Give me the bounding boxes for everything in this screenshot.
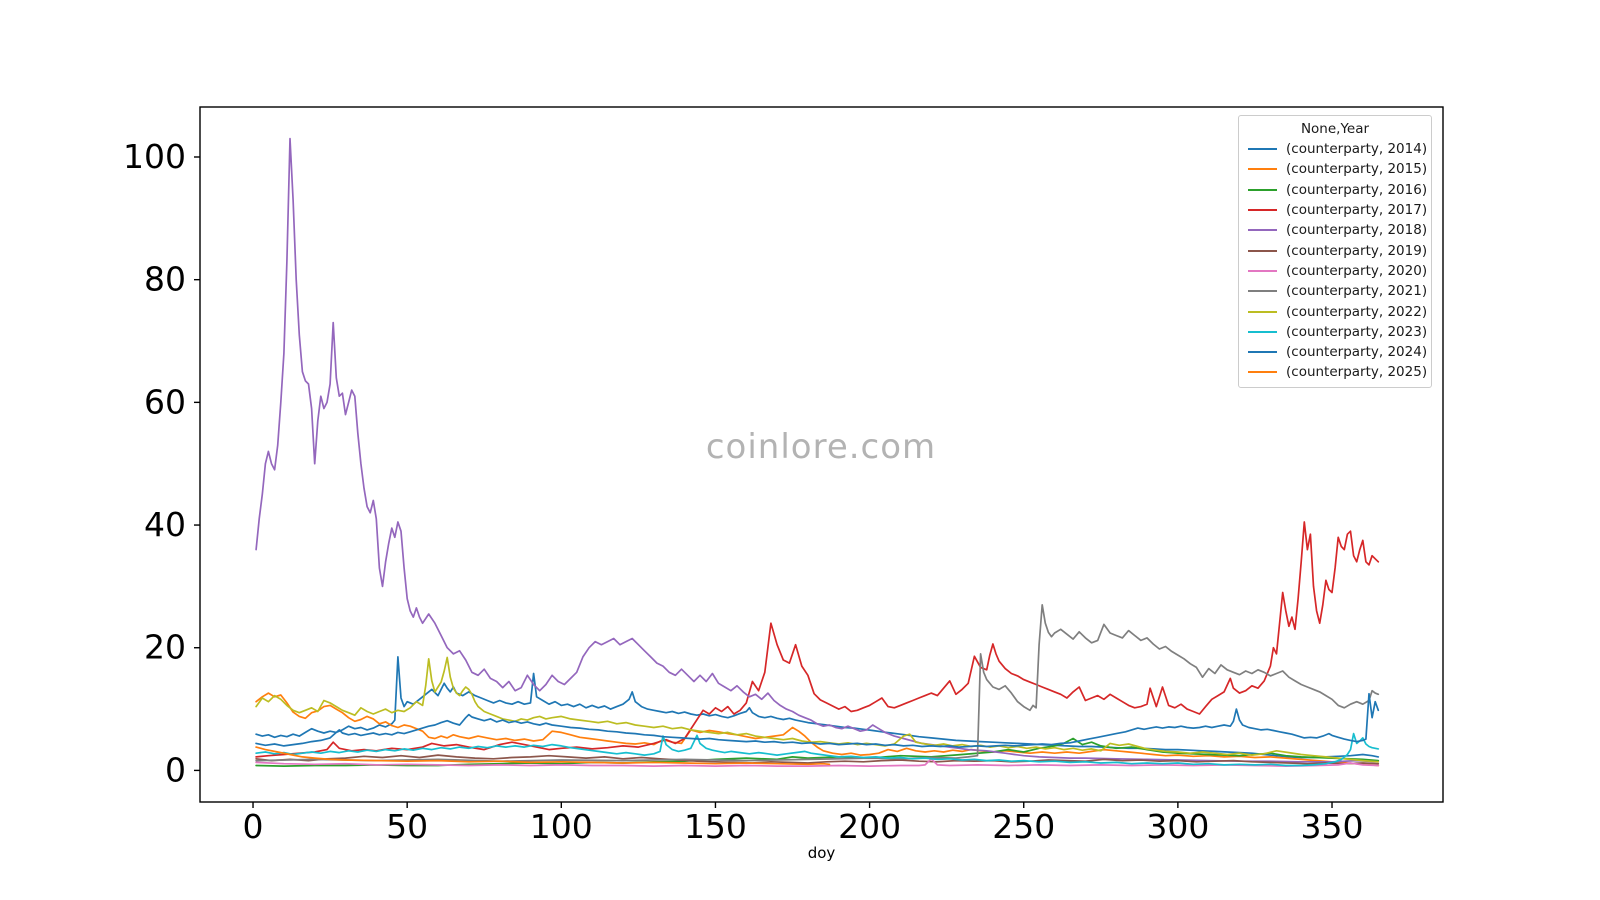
series-line-2024 [255, 692, 1380, 748]
x-axis-tick-label: 250 [992, 807, 1055, 846]
y-axis-tick-label: 40 [144, 505, 186, 544]
legend-entries: (counterparty, 2014) (counterparty, 2015)… [1239, 139, 1431, 383]
legend-entry: (counterparty, 2021) [1239, 281, 1431, 301]
legend-entry: (counterparty, 2014) [1239, 139, 1431, 159]
x-axis-tick-label: 100 [530, 807, 593, 846]
x-axis-tick-label: 150 [684, 807, 747, 846]
series-line-2018 [255, 137, 1380, 763]
legend-line-sample [1248, 168, 1277, 171]
x-axis-tick-label: 200 [838, 807, 901, 846]
x-axis-tick-label: 50 [386, 807, 428, 846]
plot-border [199, 106, 1444, 803]
legend-entry-label: (counterparty, 2019) [1286, 242, 1428, 259]
legend-entry: (counterparty, 2020) [1239, 261, 1431, 281]
legend-entry-label: (counterparty, 2020) [1286, 262, 1428, 279]
series-line-2021 [255, 603, 1380, 763]
legend-entry: (counterparty, 2023) [1239, 322, 1431, 342]
legend-line-sample [1248, 188, 1277, 191]
legend-line-sample [1248, 269, 1277, 272]
legend-entry: (counterparty, 2019) [1239, 240, 1431, 260]
watermark: coinlore.com [705, 427, 937, 467]
series-line-2019 [255, 754, 1380, 765]
x-axis-tick-label: 300 [1146, 807, 1209, 846]
legend-entry-label: (counterparty, 2024) [1286, 344, 1428, 361]
legend-entry-label: (counterparty, 2016) [1286, 181, 1428, 198]
x-axis-tick-label: 0 [243, 807, 264, 846]
legend-line-sample [1248, 209, 1277, 212]
legend-entry-label: (counterparty, 2015) [1286, 161, 1428, 178]
series-line-2014 [255, 656, 1380, 759]
y-axis-tick-label: 60 [144, 382, 186, 421]
legend-entry: (counterparty, 2017) [1239, 200, 1431, 220]
legend-title: None,Year [1300, 121, 1370, 137]
legend-line-sample [1248, 330, 1277, 333]
legend-line-sample [1248, 310, 1277, 313]
legend: None,Year (counterparty, 2014) (counterpa… [1238, 115, 1432, 388]
legend-entry-label: (counterparty, 2023) [1286, 323, 1428, 340]
series-line-2016 [255, 737, 1380, 767]
legend-entry-label: (counterparty, 2018) [1286, 222, 1428, 239]
series-line-2023 [255, 732, 1380, 767]
x-axis-label: doy [808, 844, 836, 862]
y-axis-tick-label: 0 [165, 750, 186, 789]
y-axis-tick-label: 20 [144, 628, 186, 667]
legend-entry-label: (counterparty, 2025) [1286, 364, 1428, 381]
series-line-2022 [255, 656, 1380, 763]
y-axis-tick-label: 100 [123, 137, 186, 176]
legend-entry: (counterparty, 2024) [1239, 342, 1431, 362]
legend-line-sample [1248, 290, 1277, 293]
y-axis-tick-label: 80 [144, 260, 186, 299]
legend-line-sample [1248, 229, 1277, 232]
legend-entry-label: (counterparty, 2014) [1286, 141, 1428, 158]
legend-line-sample [1248, 371, 1277, 374]
legend-entry-label: (counterparty, 2017) [1286, 202, 1428, 219]
x-axis-tick-label: 350 [1301, 807, 1364, 846]
legend-line-sample [1248, 249, 1277, 252]
series-line-2017 [255, 521, 1380, 758]
series-line-2025 [255, 746, 831, 766]
legend-entry-label: (counterparty, 2021) [1286, 283, 1428, 300]
legend-entry: (counterparty, 2015) [1239, 159, 1431, 179]
legend-entry: (counterparty, 2018) [1239, 220, 1431, 240]
legend-entry-label: (counterparty, 2022) [1286, 303, 1428, 320]
legend-line-sample [1248, 351, 1277, 354]
legend-line-sample [1248, 148, 1277, 151]
legend-entry: (counterparty, 2016) [1239, 180, 1431, 200]
series-line-2015 [255, 692, 1380, 767]
legend-entry: (counterparty, 2022) [1239, 301, 1431, 321]
legend-entry: (counterparty, 2025) [1239, 362, 1431, 382]
